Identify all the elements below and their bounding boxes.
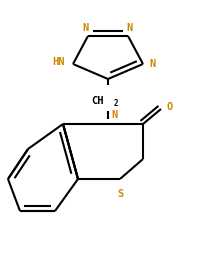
- Text: O: O: [166, 102, 172, 112]
- Text: S: S: [117, 189, 124, 199]
- Text: N: N: [126, 23, 132, 33]
- Text: N: N: [149, 59, 155, 69]
- Text: 2: 2: [113, 100, 118, 109]
- Text: CH: CH: [91, 96, 103, 106]
- Text: N: N: [110, 110, 117, 120]
- Text: HN: HN: [52, 57, 65, 67]
- Text: N: N: [82, 23, 89, 33]
